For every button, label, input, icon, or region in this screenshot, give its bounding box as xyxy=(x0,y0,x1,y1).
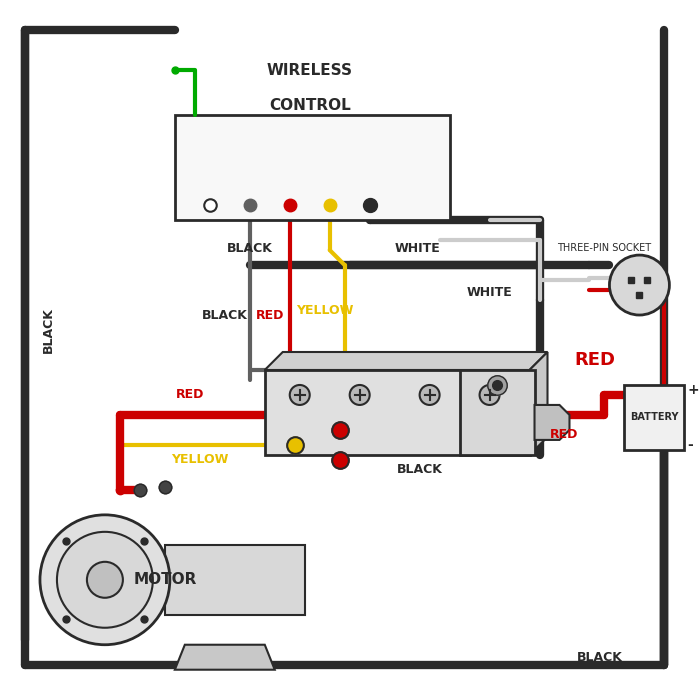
Polygon shape xyxy=(175,645,275,670)
Bar xyxy=(175,116,449,220)
Text: BLACK: BLACK xyxy=(202,309,248,321)
Circle shape xyxy=(87,562,123,598)
Circle shape xyxy=(290,385,309,405)
Circle shape xyxy=(480,385,500,405)
Circle shape xyxy=(350,385,370,405)
Text: WHITE: WHITE xyxy=(467,286,512,299)
Bar xyxy=(624,385,685,450)
Bar xyxy=(460,370,535,455)
Circle shape xyxy=(40,515,170,645)
Polygon shape xyxy=(535,405,570,440)
Bar xyxy=(165,545,304,615)
Text: BLACK: BLACK xyxy=(397,463,442,477)
Text: YELLOW: YELLOW xyxy=(171,454,228,466)
Text: RED: RED xyxy=(550,428,579,442)
Text: BLACK: BLACK xyxy=(577,651,622,664)
Text: BLACK: BLACK xyxy=(227,241,273,255)
Text: CONTROL: CONTROL xyxy=(269,98,351,113)
Text: +: + xyxy=(687,383,699,397)
Polygon shape xyxy=(265,352,547,370)
Circle shape xyxy=(57,532,153,628)
Text: BATTERY: BATTERY xyxy=(630,412,679,422)
Circle shape xyxy=(610,255,669,315)
Text: RED: RED xyxy=(574,351,615,369)
Text: YELLOW: YELLOW xyxy=(296,304,354,316)
Text: WHITE: WHITE xyxy=(395,241,440,255)
Text: THREE-PIN SOCKET: THREE-PIN SOCKET xyxy=(557,243,652,253)
Text: -: - xyxy=(687,438,693,452)
Text: RED: RED xyxy=(176,389,204,402)
Polygon shape xyxy=(529,352,547,455)
Text: BLACK: BLACK xyxy=(41,307,55,353)
Text: MOTOR: MOTOR xyxy=(133,573,197,587)
Text: WIRELESS: WIRELESS xyxy=(267,63,353,78)
Circle shape xyxy=(419,385,440,405)
Text: RED: RED xyxy=(256,309,284,321)
Bar xyxy=(265,370,529,455)
